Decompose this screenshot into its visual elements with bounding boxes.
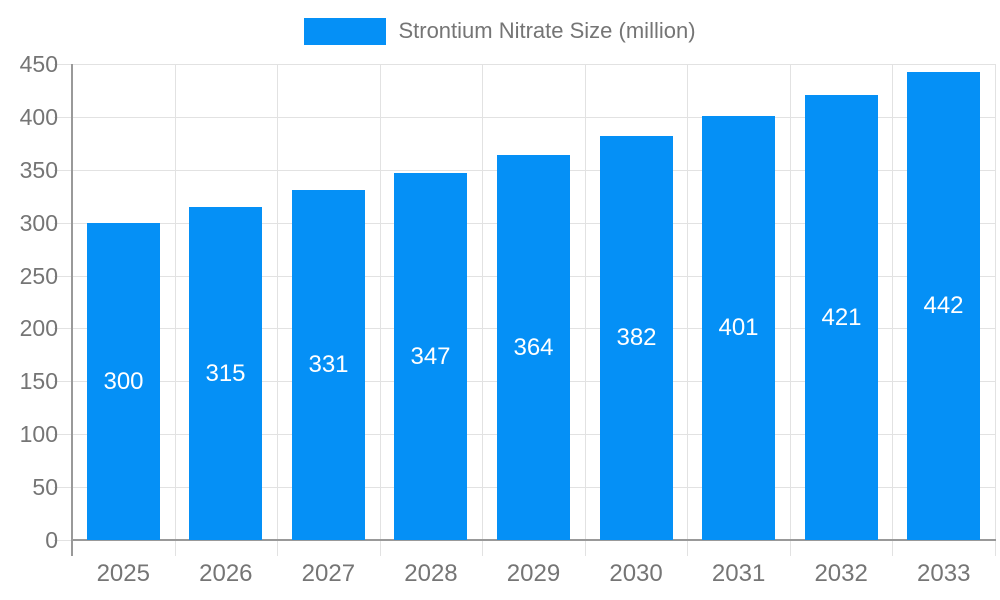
x-axis-line <box>71 539 996 541</box>
bar-2029[interactable]: 364 <box>497 155 570 540</box>
y-axis-label-300: 300 <box>19 210 58 236</box>
y-axis-label-200: 200 <box>19 315 58 341</box>
bar-value-label: 442 <box>923 292 964 319</box>
y-axis-label-0: 0 <box>45 527 58 553</box>
y-axis-label-450: 450 <box>19 51 58 77</box>
bar-2027[interactable]: 331 <box>292 190 365 540</box>
bar-2025[interactable]: 300 <box>87 223 160 540</box>
gridline-x-1 <box>175 64 176 540</box>
x-axis-label-2030: 2030 <box>609 560 663 587</box>
bar-2030[interactable]: 382 <box>600 136 673 540</box>
x-tick-7 <box>790 540 791 556</box>
gridline-x-9 <box>995 64 996 540</box>
gridline-x-2 <box>277 64 278 540</box>
bar-value-label: 315 <box>205 359 246 387</box>
y-tick-0 <box>54 540 72 541</box>
y-axis-label-100: 100 <box>19 421 58 447</box>
x-axis-label-2028: 2028 <box>404 560 458 587</box>
bar-value-label: 331 <box>308 351 349 378</box>
x-tick-9 <box>995 540 996 556</box>
x-axis-label-2031: 2031 <box>711 560 766 587</box>
gridline-x-3 <box>380 64 381 540</box>
bar-2031[interactable]: 401 <box>702 116 775 540</box>
x-axis-label-2025: 2025 <box>96 560 150 587</box>
bar-2033[interactable]: 442 <box>907 72 980 540</box>
y-axis-label-50: 50 <box>32 474 58 500</box>
bar-2026[interactable]: 315 <box>189 207 262 540</box>
x-tick-2 <box>277 540 278 556</box>
gridline-x-7 <box>790 64 791 540</box>
x-axis-label-2032: 2032 <box>814 560 868 587</box>
bar-value-label: 364 <box>513 333 554 361</box>
gridline-x-5 <box>585 64 586 540</box>
plot-area: 300 315 331 347 364 382 401 421 442 <box>54 64 996 556</box>
x-tick-6 <box>687 540 688 556</box>
gridline-y-450 <box>54 64 995 65</box>
y-axis-label-350: 350 <box>19 157 58 183</box>
bar-value-label: 347 <box>410 342 451 370</box>
bar-value-label: 401 <box>718 314 759 341</box>
x-axis-label-2029: 2029 <box>506 560 561 587</box>
gridline-x-4 <box>482 64 483 540</box>
gridline-x-8 <box>892 64 893 540</box>
x-tick-3 <box>380 540 381 556</box>
x-tick-1 <box>175 540 176 556</box>
x-axis-label-2027: 2027 <box>301 560 356 587</box>
legend-label: Strontium Nitrate Size (million) <box>398 18 696 43</box>
x-tick-4 <box>482 540 483 556</box>
gridline-y-400 <box>54 117 995 118</box>
legend[interactable]: Strontium Nitrate Size (million) <box>0 16 1000 46</box>
legend-swatch <box>304 17 387 45</box>
bar-2032[interactable]: 421 <box>805 95 878 540</box>
x-tick-5 <box>585 540 586 556</box>
gridline-x-6 <box>687 64 688 540</box>
x-axis-label-2033: 2033 <box>917 560 971 587</box>
bar-value-label: 300 <box>103 367 144 395</box>
y-axis-label-400: 400 <box>19 104 58 130</box>
x-axis-label-2026: 2026 <box>199 560 253 587</box>
y-axis-line <box>71 64 73 556</box>
bar-value-label: 382 <box>616 324 657 351</box>
bar-value-label: 421 <box>821 303 862 331</box>
x-tick-8 <box>892 540 893 556</box>
y-axis-label-250: 250 <box>19 263 58 289</box>
bar-2028[interactable]: 347 <box>394 173 467 540</box>
y-axis-label-150: 150 <box>19 368 58 394</box>
